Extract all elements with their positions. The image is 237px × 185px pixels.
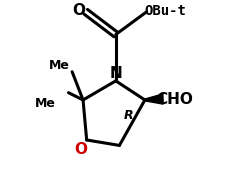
Text: R: R [124,109,133,122]
Polygon shape [145,94,163,104]
Text: Me: Me [49,59,70,72]
Text: O: O [72,3,85,18]
Text: OBu-t: OBu-t [144,4,186,18]
Text: N: N [109,66,122,81]
Text: O: O [74,142,87,157]
Text: Me: Me [35,97,56,110]
Text: CHO: CHO [156,92,193,107]
